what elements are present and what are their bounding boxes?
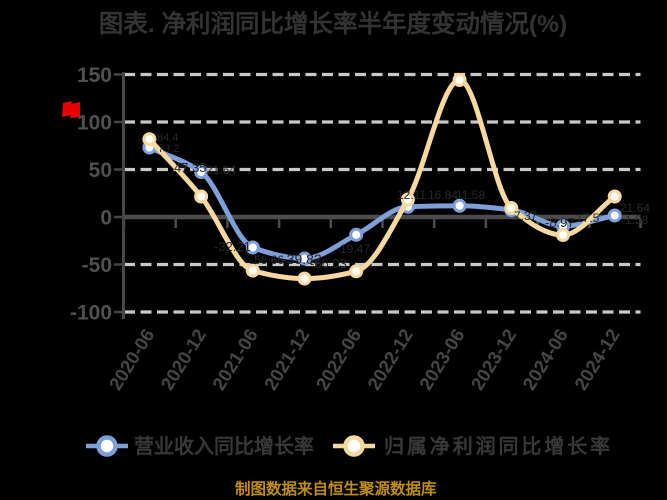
svg-text:-8.97: -8.97 xyxy=(545,215,575,230)
svg-text:16.84: 16.84 xyxy=(428,188,458,202)
svg-text:-66.03: -66.03 xyxy=(310,256,347,271)
svg-text:-17.5: -17.5 xyxy=(572,211,600,225)
svg-text:12.11: 12.11 xyxy=(397,188,426,202)
svg-text:84.4: 84.4 xyxy=(157,132,178,144)
svg-text:-39.82: -39.82 xyxy=(282,251,322,267)
svg-text:-50: -50 xyxy=(82,254,112,277)
svg-text:制图数据来自恒生聚源数据库: 制图数据来自恒生聚源数据库 xyxy=(235,479,437,498)
svg-text:0: 0 xyxy=(100,207,112,230)
svg-text:营业收入同比增长率: 营业收入同比增长率 xyxy=(134,434,314,458)
svg-text:-19.47: -19.47 xyxy=(336,242,370,256)
svg-text:21.64: 21.64 xyxy=(206,163,236,177)
svg-text:73.2: 73.2 xyxy=(158,143,179,155)
svg-text:7.37: 7.37 xyxy=(514,209,538,223)
svg-text:-32.21: -32.21 xyxy=(214,239,251,254)
svg-text:47.35: 47.35 xyxy=(174,160,207,175)
svg-text:100: 100 xyxy=(77,112,112,135)
svg-text:-58.66: -58.66 xyxy=(250,253,284,267)
svg-text:11.58: 11.58 xyxy=(456,188,485,202)
svg-text:归属净利润同比增长率: 归属净利润同比增长率 xyxy=(384,434,613,458)
svg-text:-100: -100 xyxy=(70,302,112,325)
svg-text:1.58: 1.58 xyxy=(625,213,649,227)
svg-text:50: 50 xyxy=(89,159,112,182)
svg-text:150: 150 xyxy=(77,64,112,87)
svg-text:图表. 净利润同比增长率半年度变动情况(%): 图表. 净利润同比增长率半年度变动情况(%) xyxy=(99,9,567,38)
svg-text:21.64: 21.64 xyxy=(620,201,650,215)
